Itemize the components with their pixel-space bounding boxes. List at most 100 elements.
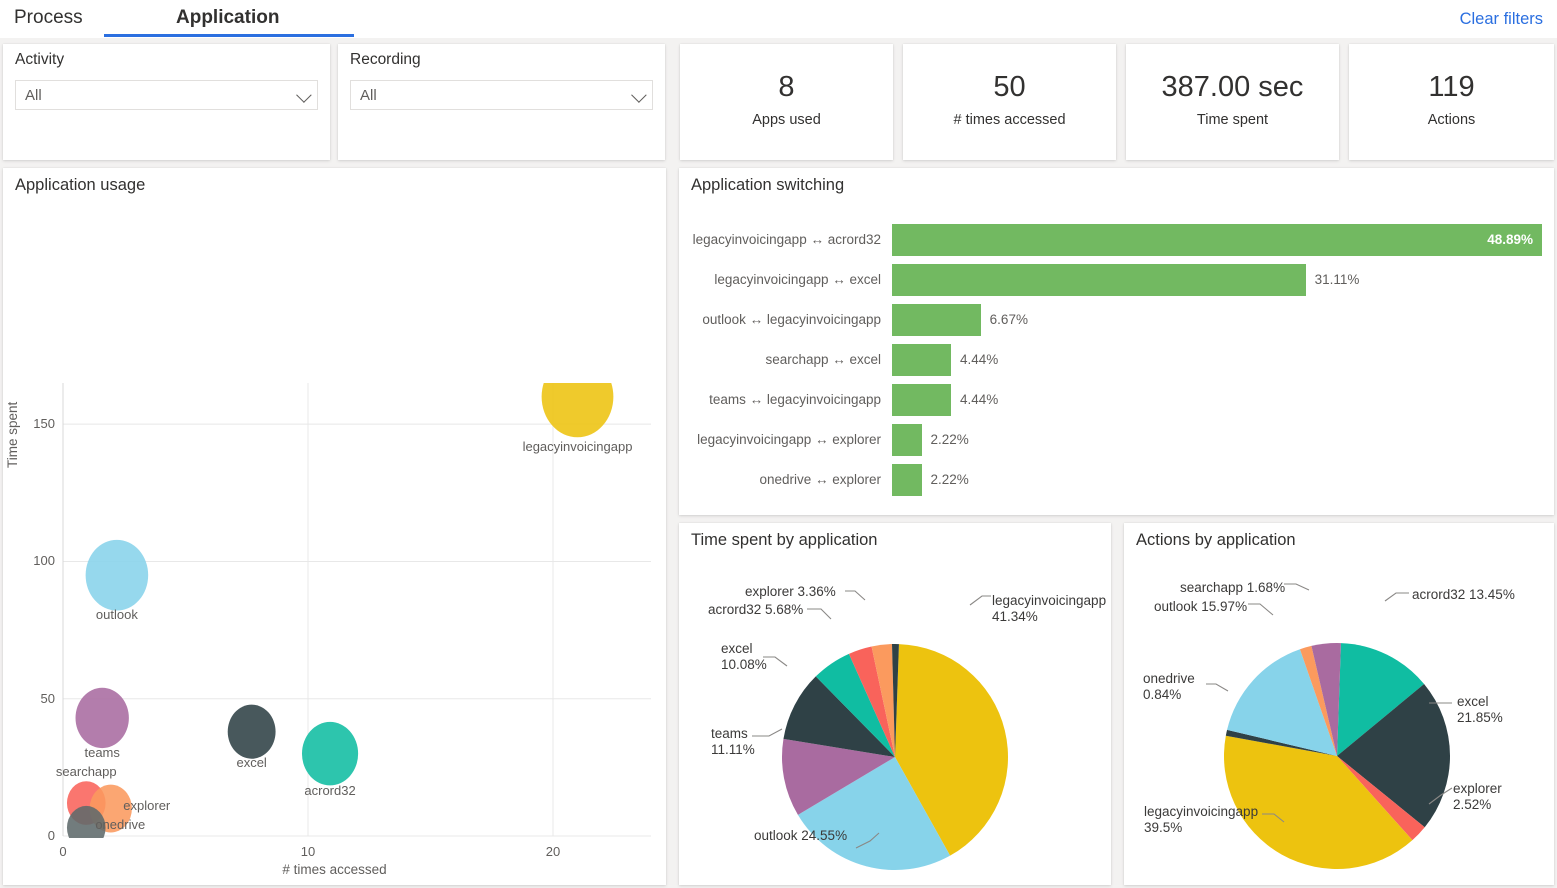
application-switching-panel: Application switching legacyinvoicingapp… [679, 168, 1554, 515]
pie-label-explorer: explorer 2.52% [1453, 781, 1502, 812]
pie-label-legacyinvoicingapp: legacyinvoicingapp 39.5% [1144, 804, 1259, 835]
pie-slice-onedrive[interactable] [891, 644, 899, 757]
pie-slice-excel[interactable] [1337, 684, 1450, 828]
bubble-onedrive[interactable] [66, 805, 106, 850]
pie-label-explorer: explorer 3.36% [745, 584, 836, 599]
bubble-y-axis-label: Time spent [5, 401, 20, 468]
pie-slice-outlook[interactable] [1227, 649, 1337, 756]
pie-svg [752, 590, 1008, 870]
switching-bar-row[interactable]: outlook ↔ legacyinvoicingapp 6.67% [702, 304, 1542, 336]
pie-label-acrord32: acrord32 5.68% [708, 602, 804, 617]
kpi-card-times-accessed[interactable]: 50 # times accessed [903, 44, 1116, 160]
tab-application[interactable]: Application [176, 7, 280, 28]
bubble-label-legacyinvoicingapp: legacyinvoicingapp [522, 438, 633, 454]
panel-title-actions: Actions by application [1136, 531, 1296, 549]
tab-process[interactable]: Process [14, 7, 83, 28]
pie-slice-legacyinvoicingapp[interactable] [1224, 735, 1413, 869]
kpi-card-actions[interactable]: 119 Actions [1349, 44, 1554, 160]
pie-slice-teams[interactable] [782, 738, 895, 815]
switching-bar-row[interactable]: teams ↔ legacyinvoicingapp 4.44% [709, 384, 1542, 416]
pie-leader-line [1284, 583, 1310, 591]
kpi-label: # times accessed [953, 112, 1066, 128]
kpi-card-time-spent[interactable]: 387.00 sec Time spent [1126, 44, 1339, 160]
switching-bar[interactable] [892, 264, 1306, 296]
time-spent-pie-chart[interactable]: legacyinvoicingapp 41.34% outlook 24.55% te… [679, 523, 1111, 885]
recording-dropdown[interactable]: All [350, 80, 653, 110]
bubble-legacyinvoicingapp[interactable] [541, 356, 614, 438]
bubble-label-searchapp: searchapp [55, 764, 117, 780]
kpi-label: Time spent [1196, 112, 1269, 128]
chevron-down-icon [631, 87, 647, 103]
bubble-label-onedrive: onedrive [95, 816, 146, 832]
switching-bar[interactable] [892, 224, 1542, 256]
switching-bar-category: outlook ↔ legacyinvoicingapp [702, 312, 881, 327]
pie-leader-line [752, 728, 783, 737]
pie-leader-line [1384, 592, 1409, 602]
bubble-x-tick: 10 [300, 844, 316, 859]
pie-label-onedrive: onedrive 0.84% [1143, 671, 1195, 702]
pie-label-excel: excel 21.85% [1457, 694, 1503, 725]
switching-bar-row[interactable]: legacyinvoicingapp ↔ explorer 2.22% [697, 424, 1542, 456]
switching-bar-value: 4.44% [960, 352, 999, 367]
switching-bar-category: searchapp ↔ excel [765, 352, 881, 367]
pie-leader-line [1428, 787, 1453, 805]
switching-bar[interactable] [892, 304, 981, 336]
bubble-label-acrord32: acrord32 [304, 782, 356, 798]
bubble-chart-svg [62, 356, 651, 850]
pie-slice-excel[interactable] [783, 676, 895, 757]
pie-leader-line [1248, 603, 1274, 616]
switching-bar[interactable] [892, 424, 922, 456]
bubble-outlook[interactable] [85, 539, 149, 611]
switching-bar-row[interactable]: searchapp ↔ excel 4.44% [765, 344, 1542, 376]
bubble-label-teams: teams [84, 744, 120, 760]
kpi-label: Apps used [752, 112, 821, 128]
bubble-chart-plot[interactable]: 0 50 100 150 0 10 20 legacyinvoicingapp outlook t… [3, 168, 666, 885]
bubble-x-axis-label: # times accessed [282, 862, 387, 877]
bubble-x-tick: 20 [545, 844, 561, 859]
switching-bar-chart[interactable]: legacyinvoicingapp ↔ acrord32 48.89% legac… [693, 224, 1542, 504]
switching-bar-row[interactable]: legacyinvoicingapp ↔ acrord32 48.89% [693, 224, 1542, 256]
switching-bar[interactable] [892, 384, 952, 416]
switching-bar-category: teams ↔ legacyinvoicingapp [709, 392, 881, 407]
pie-slice-acrord32[interactable] [1337, 643, 1425, 756]
pie-slice-legacyinvoicingapp[interactable] [895, 644, 1008, 856]
bubble-excel[interactable] [227, 704, 276, 759]
application-usage-panel: Application usage 0 50 100 150 0 10 20 legacyin… [3, 168, 666, 885]
pie-label-legacyinvoicingapp: legacyinvoicingapp 41.34% [992, 593, 1107, 624]
pie-leader-line [1262, 813, 1285, 823]
pie-slice-explorer[interactable] [848, 646, 895, 757]
recording-dropdown-value: All [360, 87, 377, 104]
panel-title-time-spent: Time spent by application [691, 531, 878, 549]
bubble-label-excel: excel [236, 754, 267, 770]
filter-label-recording: Recording [350, 51, 421, 68]
switching-bar-value: 6.67% [989, 312, 1028, 327]
pie-leader-line [969, 595, 991, 606]
pie-slice-searchapp[interactable] [1299, 645, 1337, 756]
panel-title-application-usage: Application usage [15, 176, 146, 194]
pie-slice-explorer[interactable] [1337, 756, 1425, 841]
kpi-card-apps-used[interactable]: 8 Apps used [680, 44, 893, 160]
switching-bar[interactable] [892, 344, 952, 376]
kpi-label: Actions [1427, 112, 1476, 128]
actions-pie-chart[interactable]: acrord32 13.45% excel 21.85% explorer 2.52% l… [1124, 523, 1554, 885]
switching-bar-value: 48.89% [1487, 232, 1533, 247]
pie-leader-line [763, 656, 788, 667]
pie-slice-searchapp[interactable] [871, 644, 895, 757]
switching-bar-row[interactable]: onedrive ↔ explorer 2.22% [759, 464, 1542, 496]
bubble-teams[interactable] [75, 687, 129, 749]
switching-bar-category: onedrive ↔ explorer [759, 472, 881, 487]
pie-slice-acrord32[interactable] [815, 653, 895, 757]
pie-slice-onedrive[interactable] [1225, 729, 1337, 756]
pie-slice-outlook[interactable] [797, 757, 951, 870]
switching-bar-value: 2.22% [930, 432, 969, 447]
panel-title-application-switching: Application switching [691, 176, 845, 194]
switching-bar-value: 2.22% [930, 472, 969, 487]
switching-bar-row[interactable]: legacyinvoicingapp ↔ excel 31.11% [714, 264, 1542, 296]
bubble-x-tick: 0 [59, 844, 67, 859]
pie-slice-teams[interactable] [1311, 643, 1341, 756]
bubble-acrord32[interactable] [301, 721, 359, 786]
switching-bar[interactable] [892, 464, 922, 496]
activity-dropdown[interactable]: All [15, 80, 318, 110]
switching-bar-category: legacyinvoicingapp ↔ excel [714, 272, 881, 287]
clear-filters-link[interactable]: Clear filters [1459, 10, 1543, 28]
